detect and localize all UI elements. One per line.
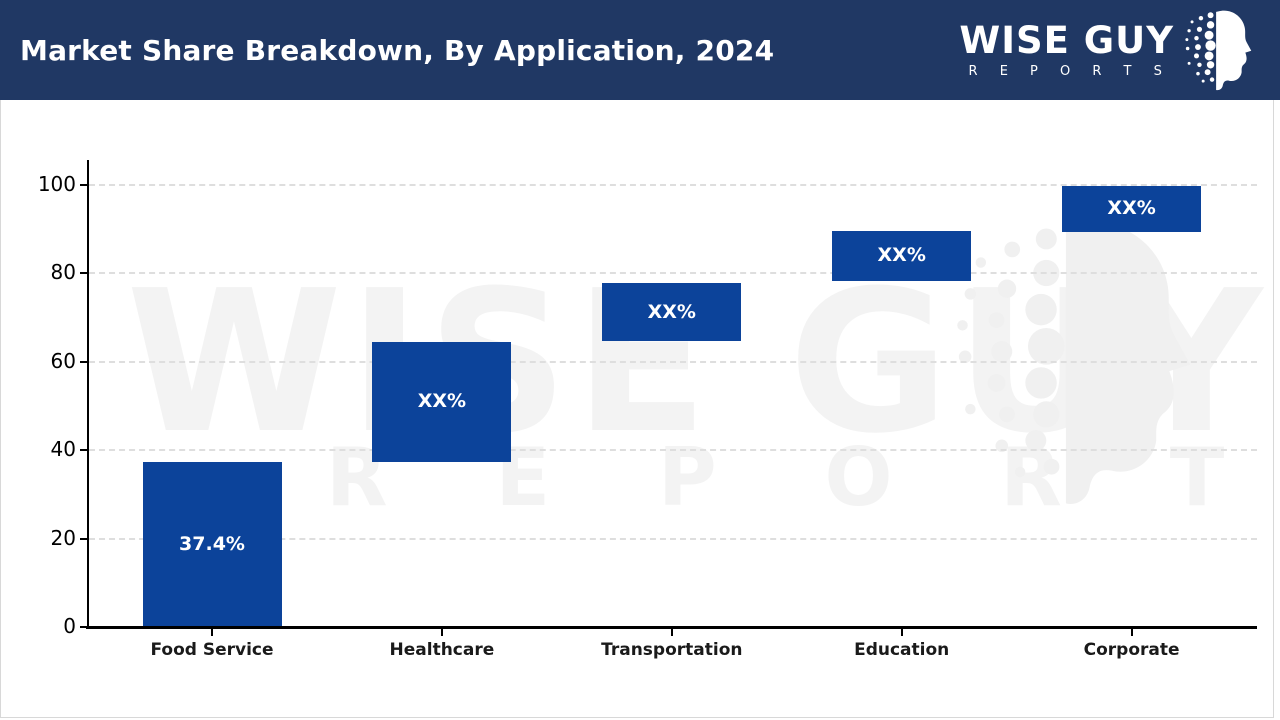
bar-value-label: XX% xyxy=(877,244,926,267)
bar-education xyxy=(832,231,972,282)
x-tick-1 xyxy=(440,629,443,636)
y-tick-100 xyxy=(80,184,88,186)
bar-transportation xyxy=(602,282,742,342)
y-tick-80 xyxy=(80,272,88,275)
x-tick-0 xyxy=(211,629,213,636)
x-tick-label-2: Transportation xyxy=(601,640,743,660)
page-title: Market Share Breakdown, By Application, … xyxy=(20,33,775,67)
gridline-100 xyxy=(89,184,1257,186)
y-tick-label-20: 20 xyxy=(50,525,76,550)
gridline-80 xyxy=(89,272,1257,275)
logo-secondary-text: R E P O R T S xyxy=(968,64,1171,79)
x-tick-2 xyxy=(670,629,673,636)
bar-food-service xyxy=(142,461,282,627)
bar-value-label: XX% xyxy=(647,300,696,323)
y-tick-label-0: 0 xyxy=(63,614,76,638)
logo-primary-text: WISE GUY xyxy=(959,19,1174,62)
bar-value-label: XX% xyxy=(1107,196,1156,219)
chart-canvas: WISE GUY R E P O R T S 02040608010037.4%… xyxy=(0,100,1274,718)
y-tick-label-80: 80 xyxy=(50,260,76,285)
gridline-20 xyxy=(89,537,1257,540)
y-tick-40 xyxy=(80,449,88,452)
header-bar: Market Share Breakdown, By Application, … xyxy=(0,0,1280,100)
y-tick-label-60: 60 xyxy=(50,348,76,373)
x-tick-label-1: Healthcare xyxy=(389,640,495,660)
bar-value-label: XX% xyxy=(417,389,467,412)
x-tick-4 xyxy=(1130,629,1133,636)
x-tick-label-4: Corporate xyxy=(1083,640,1180,660)
dotted-face-profile-icon xyxy=(1178,9,1252,91)
bar-corporate xyxy=(1062,185,1202,232)
x-tick-label-0: Food Service xyxy=(150,640,274,660)
y-tick-60 xyxy=(80,360,88,363)
gridline-40 xyxy=(89,449,1257,452)
y-tick-label-40: 40 xyxy=(50,437,76,462)
wise-guy-reports-logo: WISE GUY R E P O R T S xyxy=(959,9,1252,91)
x-axis-spine xyxy=(86,626,1257,629)
y-tick-0 xyxy=(80,626,88,628)
y-axis-spine xyxy=(87,160,89,627)
y-tick-label-100: 100 xyxy=(37,172,76,196)
gridline-60 xyxy=(89,360,1257,363)
x-tick-label-3: Education xyxy=(854,640,950,660)
waterfall-plot: 0 20 40 60 80 100 37.4% Food Service XX% Healthca… xyxy=(1,100,1273,717)
logo-text: WISE GUY R E P O R T S xyxy=(959,22,1174,78)
bar-healthcare xyxy=(372,341,512,462)
x-tick-3 xyxy=(900,629,903,636)
y-tick-20 xyxy=(80,537,88,540)
bar-value-label: 37.4% xyxy=(179,532,245,555)
